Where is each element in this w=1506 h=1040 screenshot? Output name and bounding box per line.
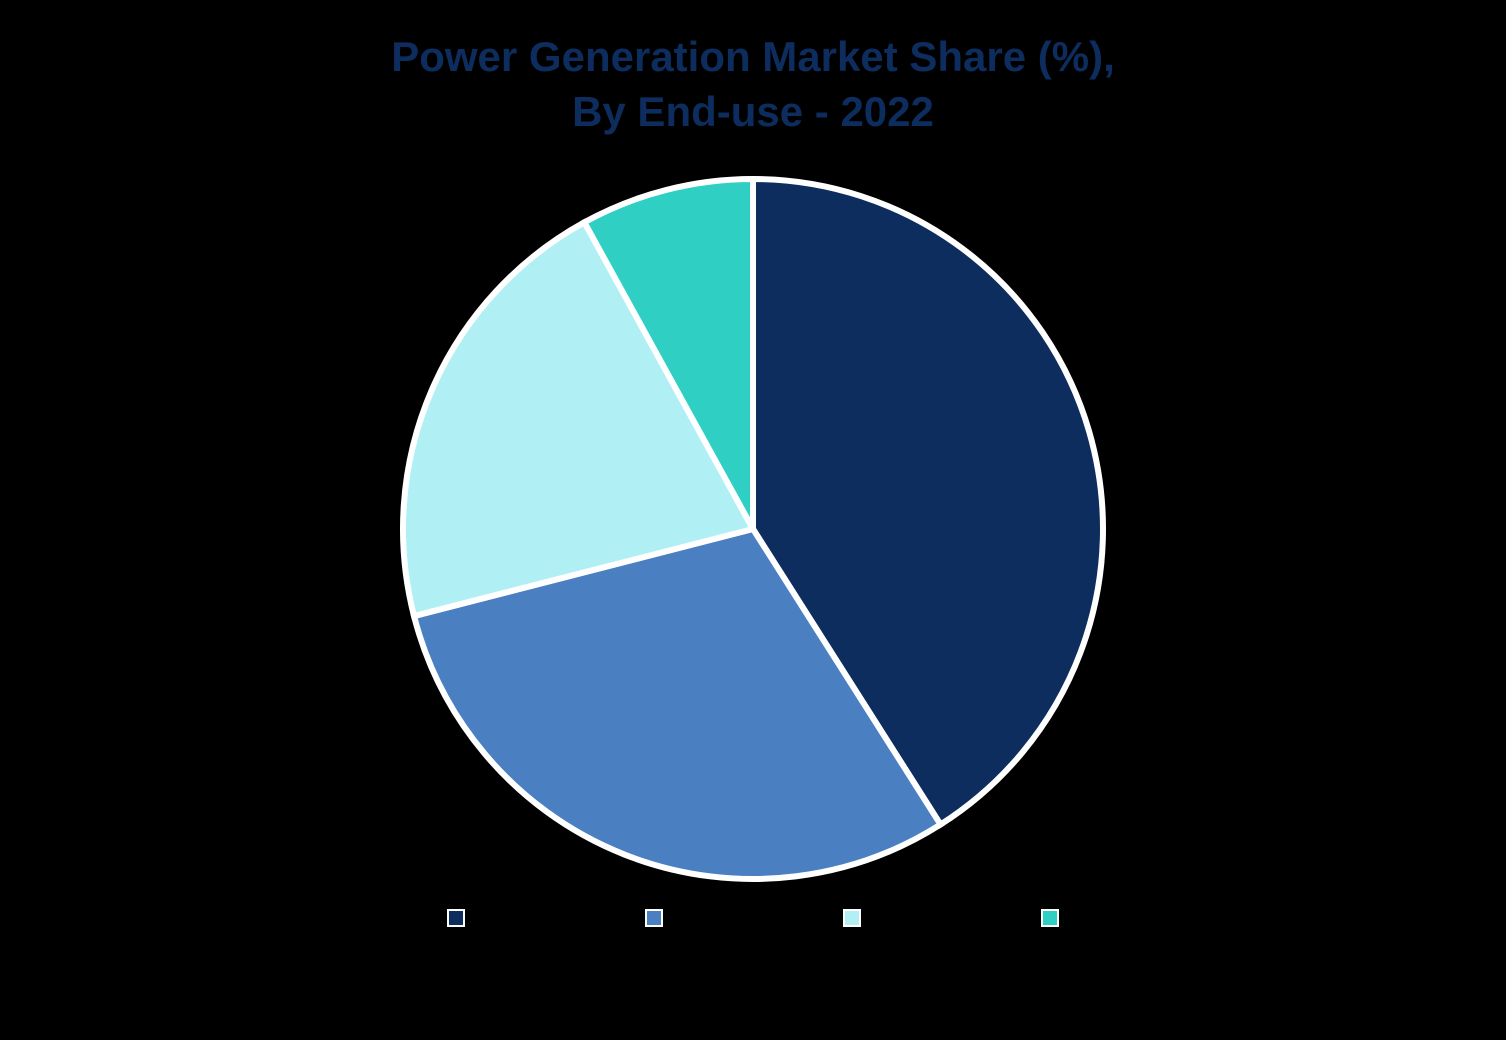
legend-item-2	[843, 909, 861, 927]
pie-chart	[393, 169, 1113, 889]
legend-swatch-0	[447, 909, 465, 927]
legend-swatch-2	[843, 909, 861, 927]
pie-chart-container	[393, 169, 1113, 889]
chart-title-line1: Power Generation Market Share (%),	[391, 33, 1115, 80]
legend-swatch-3	[1041, 909, 1059, 927]
legend-item-1	[645, 909, 663, 927]
chart-title-line2: By End-use - 2022	[572, 88, 934, 135]
legend-item-0	[447, 909, 465, 927]
chart-legend	[447, 909, 1059, 927]
legend-item-3	[1041, 909, 1059, 927]
legend-swatch-1	[645, 909, 663, 927]
chart-title: Power Generation Market Share (%), By En…	[391, 30, 1115, 139]
